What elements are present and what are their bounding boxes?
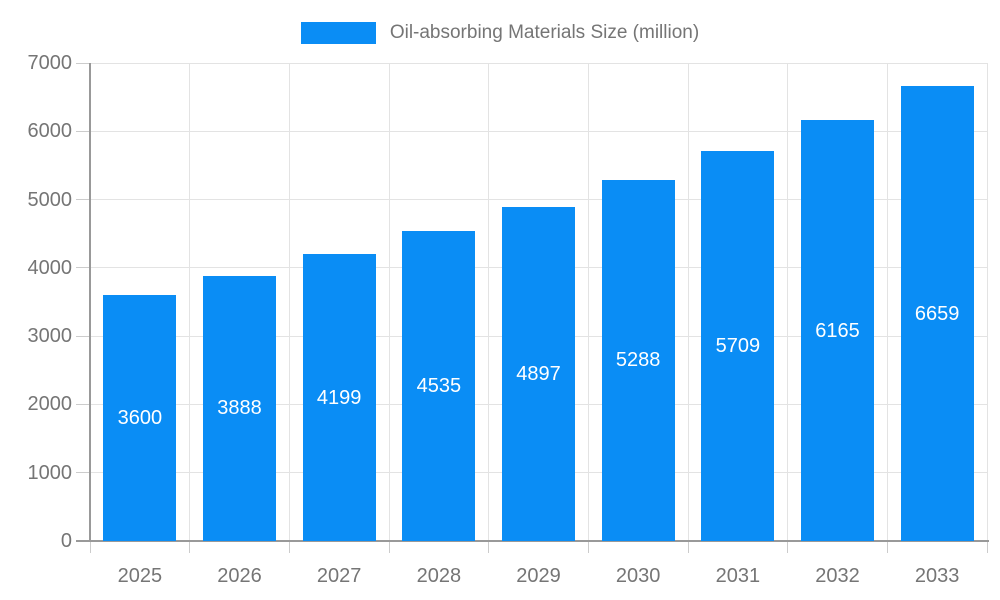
x-tick-label: 2032 [815, 565, 860, 587]
bar-value-label: 6659 [914, 302, 960, 325]
y-tick [76, 335, 90, 337]
bar [601, 179, 675, 541]
x-gridline [488, 63, 490, 541]
y-tick-label: 7000 [27, 52, 73, 74]
x-tick-label: 2026 [217, 565, 262, 587]
x-tick-label: 2030 [615, 565, 661, 587]
bar-value-label: 4199 [316, 386, 362, 409]
bar [103, 295, 177, 541]
x-tick [687, 541, 689, 553]
x-tick [288, 541, 290, 553]
bar [302, 254, 376, 541]
x-tick [787, 541, 789, 553]
x-tick [587, 541, 589, 553]
x-tick-label: 2027 [316, 565, 362, 587]
x-tick-label: 2031 [715, 565, 761, 587]
legend-label: Oil-absorbing Materials Size (million) [389, 22, 700, 43]
y-tick [76, 472, 90, 474]
legend[interactable]: Oil-absorbing Materials Size (million) [0, 20, 1000, 46]
x-tick-label: 2029 [516, 565, 561, 587]
y-tick-label: 5000 [27, 188, 73, 211]
y-tick [76, 130, 90, 132]
y-tick-label: 2000 [27, 393, 73, 416]
x-gridline [986, 63, 988, 541]
x-gridline [787, 63, 789, 541]
x-gridline [189, 63, 191, 541]
bar [203, 275, 276, 541]
x-gridline [687, 63, 689, 541]
x-gridline [886, 63, 888, 541]
x-gridline [388, 63, 390, 541]
bar [502, 206, 575, 541]
bar [402, 231, 476, 541]
x-tick-label: 2025 [117, 565, 163, 587]
x-tick-label: 2033 [914, 565, 960, 587]
x-tick [886, 541, 888, 553]
y-gridline [90, 199, 987, 201]
y-tick [76, 267, 90, 269]
y-axis-line [89, 63, 91, 541]
y-tick-label: 3000 [27, 325, 73, 348]
bar-value-label: 3888 [217, 397, 262, 420]
y-tick-label: 6000 [27, 120, 73, 143]
bar [701, 151, 775, 541]
bar-value-label: 4535 [416, 375, 462, 398]
bar-value-label: 4897 [516, 362, 561, 385]
x-tick [89, 541, 91, 553]
x-gridline [587, 63, 589, 541]
bar-value-label: 5288 [615, 349, 661, 372]
y-tick-label: 0 [60, 530, 72, 552]
x-gridline [288, 63, 290, 541]
y-tick [76, 62, 90, 64]
x-tick [986, 541, 988, 553]
y-tick [76, 199, 90, 201]
x-tick [488, 541, 490, 553]
legend-swatch [300, 22, 376, 44]
y-tick-label: 1000 [27, 461, 73, 484]
y-tick-label: 4000 [27, 256, 73, 279]
y-gridline [90, 130, 987, 132]
x-axis-line [76, 540, 989, 542]
x-tick-label: 2028 [416, 565, 462, 587]
y-gridline [90, 62, 987, 64]
y-tick [76, 403, 90, 405]
bar [900, 86, 974, 541]
bar [801, 120, 874, 541]
bar-value-label: 6165 [815, 319, 860, 342]
bar-value-label: 3600 [117, 407, 163, 430]
x-tick [388, 541, 390, 553]
bar-value-label: 5709 [715, 335, 761, 358]
x-tick [189, 541, 191, 553]
